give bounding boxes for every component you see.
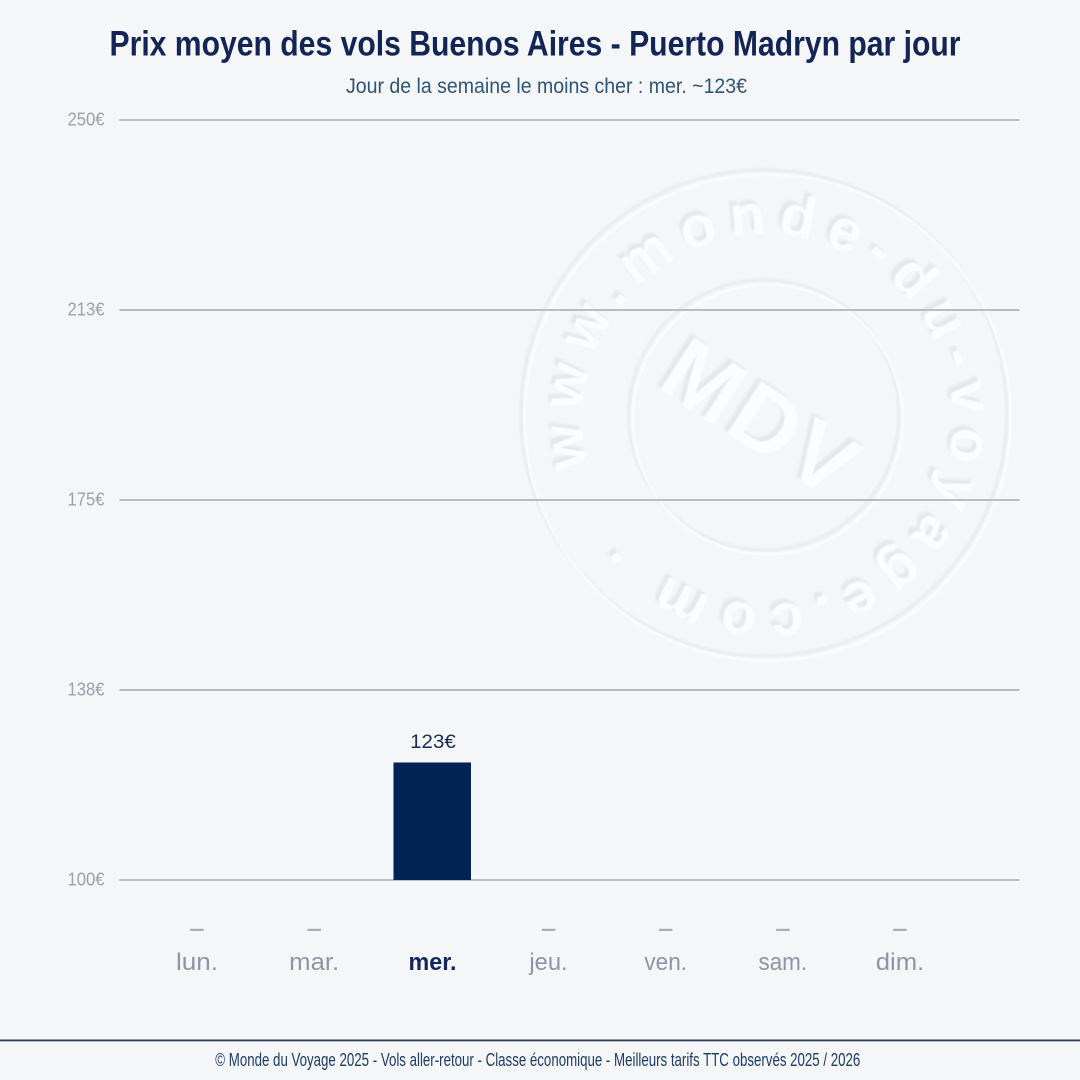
svg-text:© Monde du Voyage 2025 - Vols: © Monde du Voyage 2025 - Vols aller-reto… [215, 1050, 860, 1070]
svg-text:250€: 250€ [68, 109, 106, 130]
svg-text:100€: 100€ [68, 869, 106, 890]
svg-text:123€: 123€ [410, 731, 456, 753]
svg-text:lun.: lun. [176, 949, 218, 976]
svg-text:mer.: mer. [409, 949, 457, 976]
svg-text:138€: 138€ [68, 679, 106, 700]
svg-text:Prix moyen des vols Buenos Air: Prix moyen des vols Buenos Aires - Puert… [110, 25, 961, 64]
svg-text:213€: 213€ [68, 299, 106, 320]
svg-text:jeu.: jeu. [528, 949, 567, 976]
svg-text:Jour de la semaine le moins ch: Jour de la semaine le moins cher : mer. … [346, 75, 747, 98]
svg-text:dim.: dim. [876, 949, 925, 976]
svg-text:ven.: ven. [644, 949, 687, 976]
svg-text:sam.: sam. [759, 949, 808, 976]
svg-text:mar.: mar. [289, 949, 339, 976]
svg-text:175€: 175€ [68, 489, 106, 510]
